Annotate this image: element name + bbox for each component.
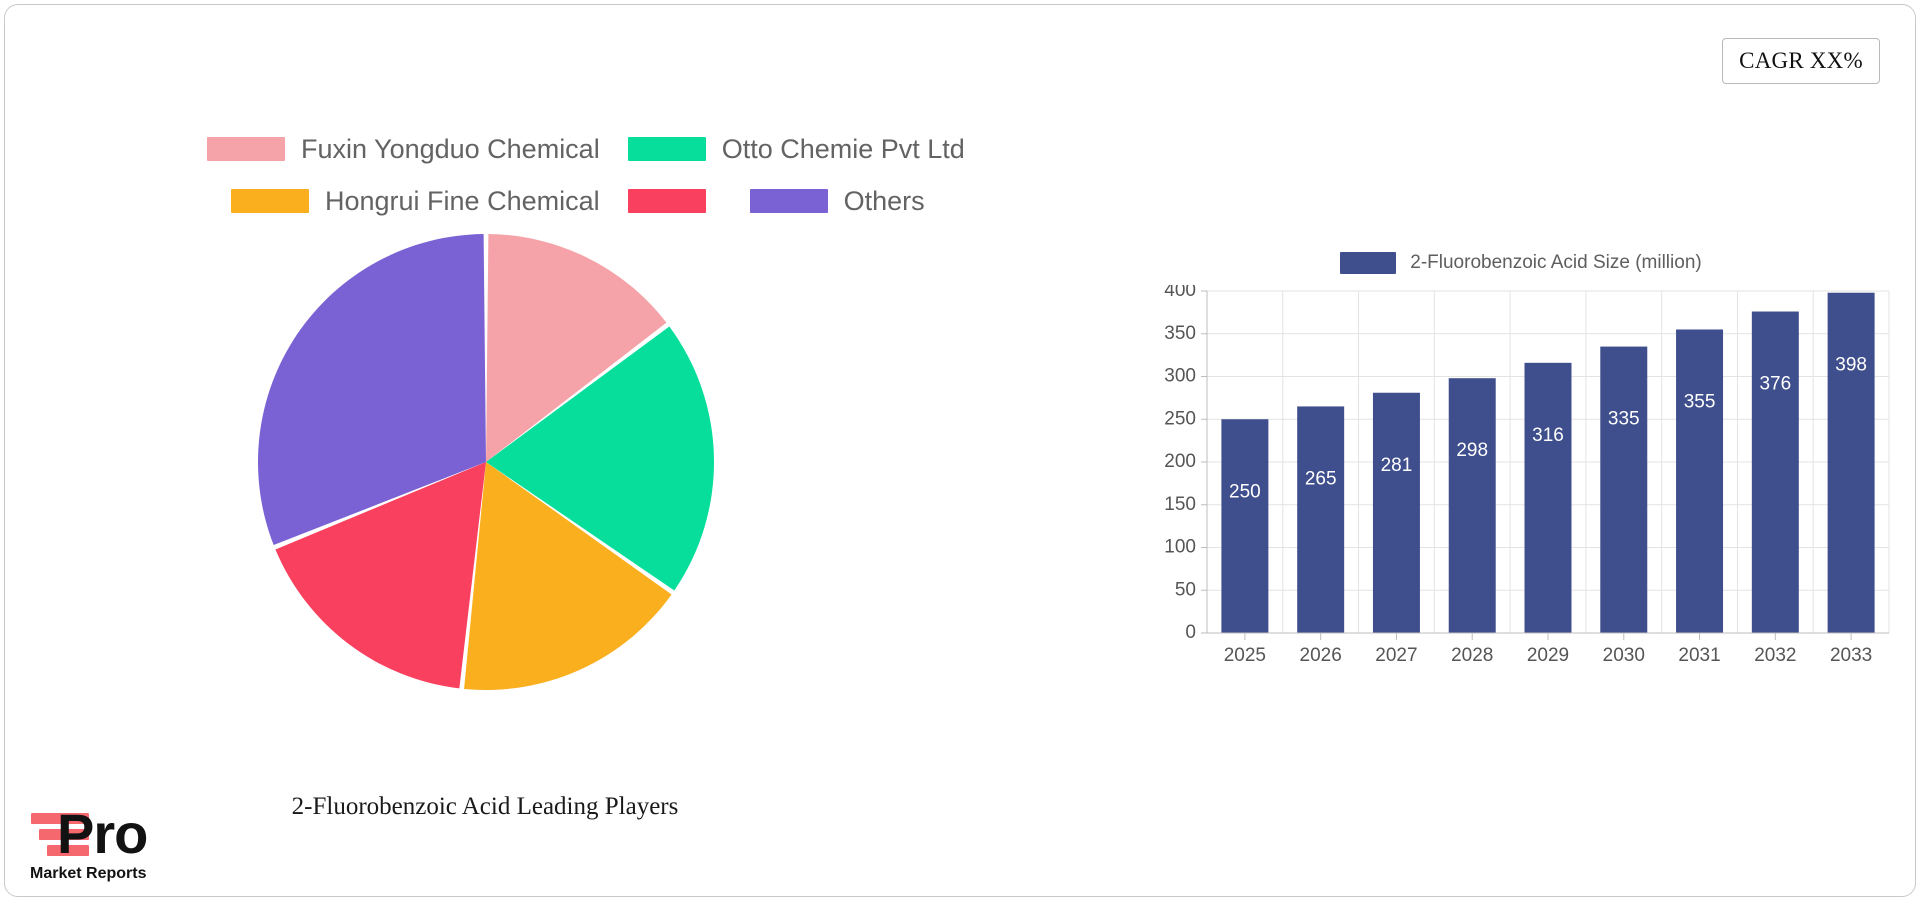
bar-value-label: 281 — [1381, 455, 1413, 476]
axes — [1201, 290, 1889, 640]
y-tick-label: 200 — [1164, 451, 1196, 472]
bar-value-label: 398 — [1835, 355, 1867, 376]
pie-slice[interactable] — [464, 462, 672, 690]
bar[interactable] — [1372, 392, 1420, 633]
legend-item-label: Hongrui Fine Chemical — [325, 185, 600, 216]
bar-value-label: 298 — [1456, 440, 1488, 461]
x-axis-ticks: 2025 2026 2027 2028 2029 2030 2031 2032 2033 — [1224, 645, 1873, 666]
bar[interactable] — [1524, 362, 1572, 633]
y-axis-ticks: 0 50 100 150 200 250 300 350 400 — [1164, 285, 1196, 643]
cagr-badge: CAGR XX% — [1722, 38, 1880, 84]
legend-item-otto-chemie-pvt-ltd[interactable]: Otto Chemie Pvt Ltd — [627, 133, 965, 165]
report-card: CAGR XX% Fuxin Yongduo Chemical Otto Che… — [4, 4, 1916, 897]
brand-logo: Pro Market Reports — [29, 802, 159, 887]
bar[interactable] — [1600, 346, 1648, 633]
legend-swatch-icon — [231, 189, 309, 213]
logo-bar-icon — [31, 813, 89, 824]
bar-value-label: 265 — [1305, 468, 1337, 489]
x-tick-label: 2033 — [1830, 645, 1872, 666]
pie-slice[interactable] — [486, 326, 715, 591]
legend-item-label: Otto Chemie Pvt Ltd — [721, 133, 965, 164]
x-tick-label: 2025 — [1224, 645, 1266, 666]
x-tick-label: 2029 — [1527, 645, 1569, 666]
y-tick-label: 150 — [1164, 494, 1196, 515]
legend-item-others[interactable]: Others — [749, 185, 925, 217]
bar-value-label: 376 — [1759, 374, 1791, 395]
y-tick-label: 350 — [1164, 323, 1196, 344]
logo-tagline: Market Reports — [30, 865, 147, 882]
pie-chart — [257, 233, 715, 691]
legend-item-fuxin-yongduo-chemical[interactable]: Fuxin Yongduo Chemical — [207, 134, 600, 165]
bar[interactable] — [1221, 419, 1269, 633]
legend-swatch-icon — [207, 137, 285, 161]
y-tick-label: 100 — [1164, 537, 1196, 558]
bar-value-label: 316 — [1532, 425, 1564, 446]
x-tick-label: 2030 — [1603, 645, 1645, 666]
bar[interactable] — [1676, 329, 1724, 633]
x-tick-label: 2027 — [1375, 645, 1417, 666]
legend-item-unlabeled[interactable] — [627, 189, 722, 213]
bar-value-label: 250 — [1229, 481, 1261, 502]
bar-chart: 2-Fluorobenzoic Acid Size (million) 0 50 1… — [1145, 249, 1897, 679]
pie-slices — [257, 234, 715, 690]
bar-chart-legend[interactable]: 2-Fluorobenzoic Acid Size (million) — [1145, 249, 1897, 277]
x-tick-label: 2032 — [1754, 645, 1796, 666]
bar[interactable] — [1448, 378, 1496, 633]
bar-value-label: 355 — [1684, 391, 1716, 412]
logo-wordmark: Pro — [57, 802, 148, 865]
legend-item-label: Others — [843, 185, 925, 216]
pie-legend: Fuxin Yongduo Chemical Otto Chemie Pvt L… — [155, 123, 1015, 227]
legend-swatch-icon — [1340, 252, 1397, 274]
logo-bar-icon — [47, 845, 89, 856]
y-tick-label: 50 — [1175, 579, 1196, 600]
y-tick-label: 400 — [1164, 285, 1196, 301]
bar[interactable] — [1827, 292, 1875, 633]
pie-slice[interactable] — [486, 234, 667, 462]
pie-chart-title: 2-Fluorobenzoic Acid Leading Players — [291, 793, 679, 820]
x-tick-label: 2031 — [1678, 645, 1720, 666]
y-tick-label: 250 — [1164, 408, 1196, 429]
pie-slice[interactable] — [275, 462, 486, 689]
pie-legend-row: Hongrui Fine Chemical Others — [155, 175, 1015, 227]
bar[interactable] — [1751, 311, 1799, 633]
logo-bar-icon — [39, 829, 89, 840]
bar[interactable] — [1297, 406, 1345, 633]
legend-swatch-icon — [627, 189, 706, 213]
bar-chart-svg: 0 50 100 150 200 250 300 350 400 250 265 281 298 316… — [1164, 285, 1890, 666]
y-tick-label: 0 — [1185, 622, 1196, 643]
y-tick-label: 300 — [1164, 366, 1196, 387]
pie-slice[interactable] — [257, 234, 486, 546]
x-tick-label: 2026 — [1300, 645, 1342, 666]
pie-legend-row: Fuxin Yongduo Chemical Otto Chemie Pvt L… — [155, 123, 1015, 175]
bars: 250 265 281 298 316 335 355 376 398 — [1221, 292, 1875, 633]
legend-swatch-icon — [627, 137, 706, 161]
x-tick-label: 2028 — [1451, 645, 1493, 666]
logo-mark-icon: Pro — [29, 802, 159, 865]
legend-swatch-icon — [749, 189, 828, 213]
legend-item-label: Fuxin Yongduo Chemical — [301, 133, 600, 164]
pie-chart-svg — [257, 234, 715, 690]
bar-value-label: 335 — [1608, 409, 1640, 430]
bar-legend-label: 2-Fluorobenzoic Acid Size (million) — [1410, 252, 1702, 273]
legend-item-hongrui-fine-chemical[interactable]: Hongrui Fine Chemical — [231, 186, 600, 217]
bar-chart-plot-area: 0 50 100 150 200 250 300 350 400 250 265 281 298 316… — [1145, 285, 1897, 679]
